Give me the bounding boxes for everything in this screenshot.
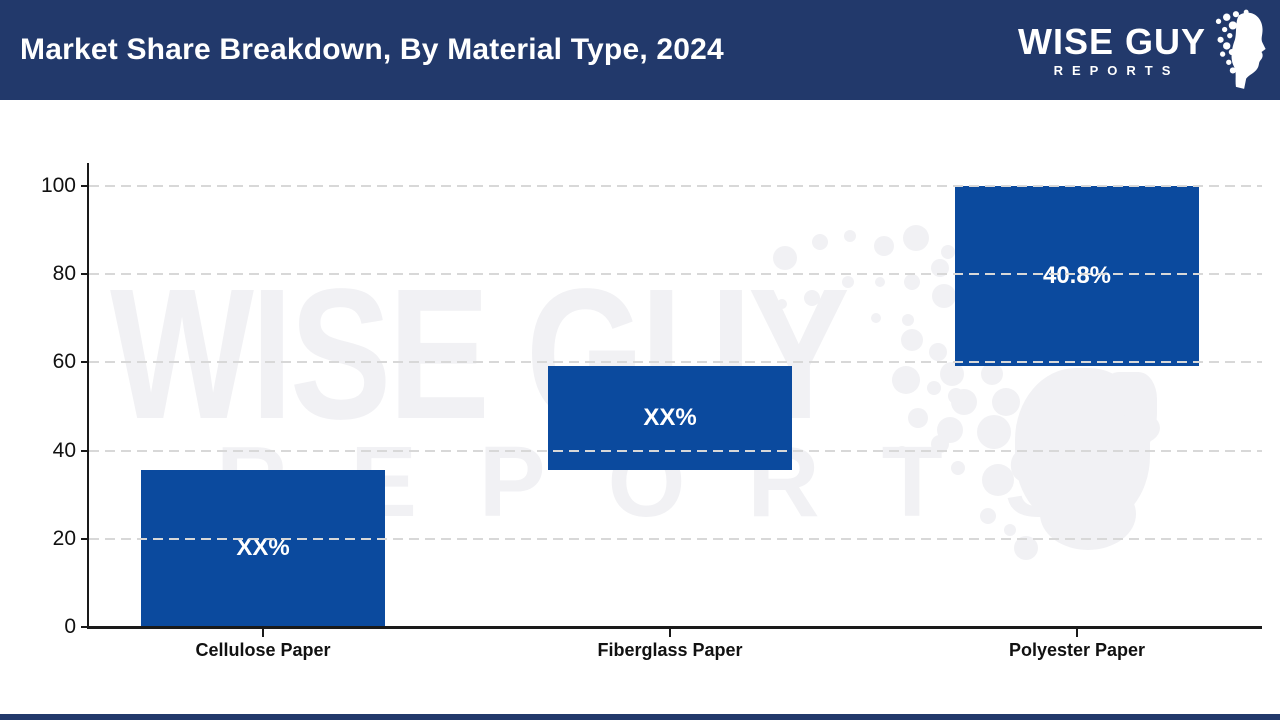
bar-cellulose-paper: XX% [141, 469, 385, 627]
gridline-60 [89, 361, 1262, 364]
watermark-face-shape [977, 415, 1011, 449]
y-tick-label-0: 0 [64, 615, 76, 638]
y-axis-line [87, 163, 89, 627]
watermark-face-shape [896, 446, 908, 458]
watermark-face-shape [902, 314, 914, 326]
watermark-face-shape [982, 464, 1014, 496]
watermark-face-shape [844, 230, 856, 242]
y-tick-80 [81, 273, 88, 275]
watermark-face-shape [773, 246, 797, 270]
watermark-face-shape [875, 277, 885, 287]
watermark-face-shape [981, 363, 1003, 385]
watermark-face-shape [842, 276, 854, 288]
watermark-face-shape [940, 362, 964, 386]
watermark-face-shape [927, 381, 941, 395]
watermark-face-shape [1004, 524, 1016, 536]
gridline-40 [89, 449, 1262, 452]
watermark-face-shape [871, 313, 881, 323]
x-tick-1 [262, 629, 264, 637]
page-title: Market Share Breakdown, By Material Type… [20, 33, 724, 66]
y-tick-label-20: 20 [52, 526, 76, 550]
watermark-face-shape [929, 343, 947, 361]
logo-subtitle: REPORTS [1053, 62, 1180, 78]
watermark-face-shape [903, 225, 929, 251]
watermark-face-shape [804, 290, 820, 306]
watermark-face-shape [992, 388, 1020, 416]
watermark-face-shape [941, 245, 955, 259]
x-tick-2 [669, 629, 671, 637]
watermark-face-shape [951, 389, 977, 415]
x-tick-3 [1076, 629, 1078, 637]
logo-face-icon [1215, 9, 1266, 89]
bar-fiberglass-paper: XX% [548, 365, 792, 470]
x-axis-line [87, 626, 1262, 629]
watermark-face-shape [812, 234, 828, 250]
bar-polyester-paper: 40.8% [955, 185, 1199, 366]
watermark-face-shape [932, 284, 956, 308]
category-label-3: Polyester Paper [1008, 640, 1146, 660]
wiseguy-logo: WISE GUY REPORTS [1018, 7, 1280, 93]
header: Market Share Breakdown, By Material Type… [0, 0, 1280, 100]
watermark-face-shape [1014, 536, 1038, 560]
watermark-face-shape [937, 417, 963, 443]
y-tick-label-40: 40 [52, 438, 76, 462]
bar-value-label: XX% [643, 403, 697, 431]
logo-wordmark: WISE GUY [1017, 20, 1206, 62]
gridline-20 [89, 537, 1262, 540]
y-tick-100 [81, 184, 88, 187]
watermark-face-shape [892, 366, 920, 394]
gridline-80 [89, 273, 1262, 275]
y-tick-label-60: 60 [52, 350, 76, 374]
watermark-face-shape [908, 408, 928, 428]
y-tick-60 [81, 361, 88, 364]
gridline-100 [89, 184, 1262, 187]
watermark-face-shape [904, 274, 920, 290]
watermark-face-shape [980, 508, 996, 524]
y-tick-0 [81, 626, 88, 628]
watermark-face-shape [951, 461, 965, 475]
watermark-face-shape [874, 236, 894, 256]
y-tick-label-100: 100 [40, 173, 76, 197]
y-tick-40 [81, 449, 88, 452]
logo-text: WISE GUY REPORTS [1017, 20, 1206, 78]
watermark-face-shape [931, 259, 949, 277]
watermark-face-shape [901, 329, 923, 351]
watermark-face-shape [777, 299, 787, 309]
y-tick-20 [81, 537, 88, 540]
category-label-1: Cellulose Paper [195, 640, 331, 660]
footer-bar [0, 714, 1280, 720]
watermark-face-shape [1116, 412, 1160, 444]
category-label-2: Fiberglass Paper [597, 640, 743, 660]
bar-value-label: 40.8% [1042, 261, 1112, 289]
y-tick-label-80: 80 [52, 262, 76, 285]
